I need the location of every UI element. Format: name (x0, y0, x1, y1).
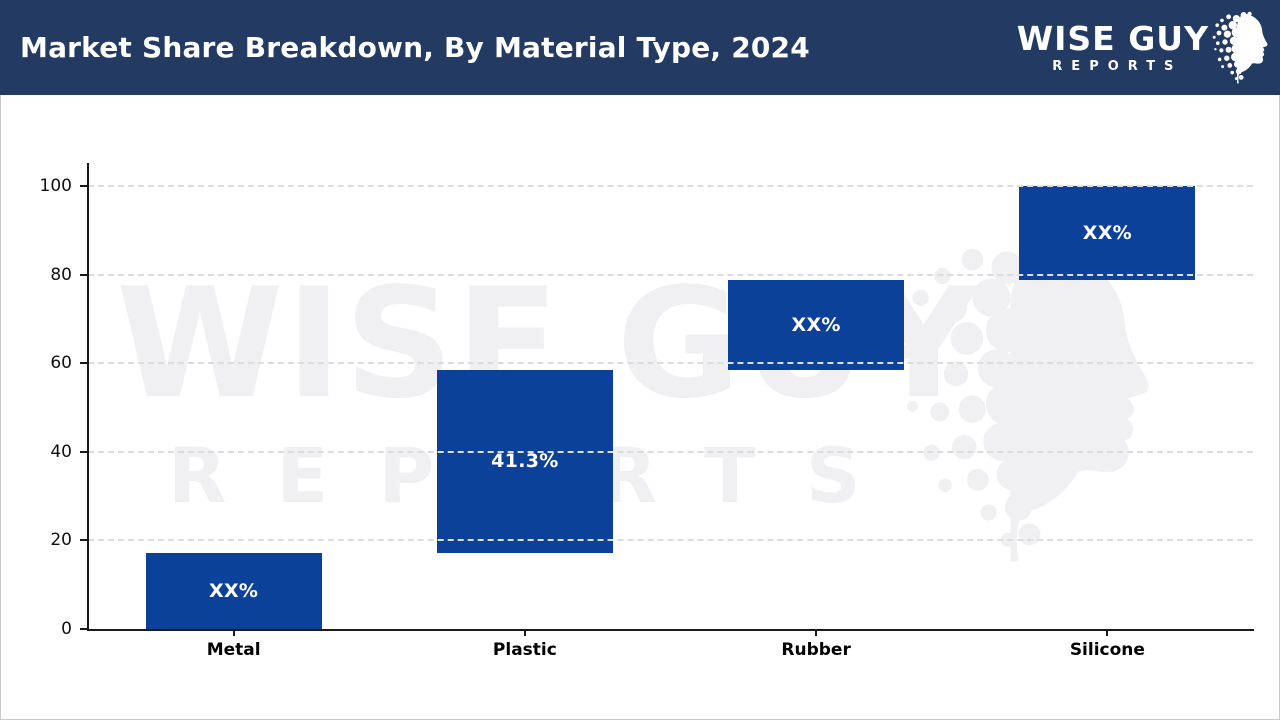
y-axis-tick-label: 0 (61, 619, 72, 639)
wiseguy-logo-text: WISE GUY REPORTS (1017, 22, 1209, 73)
gridline-80 (88, 273, 1253, 276)
head-watermark-icon (900, 236, 1149, 562)
wiseguy-head-logo-icon (1212, 11, 1268, 83)
x-axis-tick (523, 629, 526, 636)
y-axis-tick-label: 60 (50, 353, 72, 374)
x-axis-category-label: Metal (206, 640, 261, 660)
bar-plastic: 41.3% (436, 369, 613, 553)
x-axis-category-label: Silicone (1069, 640, 1145, 660)
y-axis-tick (80, 273, 88, 276)
x-axis-category-label: Plastic (492, 640, 557, 660)
y-axis-tick-label: 40 (50, 441, 72, 462)
y-axis-tick (80, 628, 88, 630)
x-axis-tick (1106, 629, 1109, 636)
x-axis-tick (815, 629, 818, 636)
chart-title: Market Share Breakdown, By Material Type… (20, 31, 810, 64)
bar-metal: XX% (145, 552, 322, 629)
y-axis-tick-label: 80 (50, 264, 72, 285)
logo-tagline: REPORTS (1052, 59, 1183, 74)
gridline-40 (88, 450, 1253, 453)
header-bar: Market Share Breakdown, By Material Type… (0, 0, 1280, 95)
x-axis-tick (232, 629, 235, 636)
bar-value-label: XX% (791, 313, 841, 336)
x-axis-category-label: Rubber (781, 640, 851, 660)
bar-silicone: XX% (1019, 186, 1196, 280)
bar-value-label: XX% (209, 579, 259, 602)
wiseguy-logo: WISE GUY REPORTS (1017, 0, 1270, 95)
x-axis-line (87, 629, 1254, 631)
gridline-60 (88, 362, 1253, 365)
gridline-100 (88, 185, 1253, 187)
bar-value-label: XX% (1082, 221, 1132, 244)
y-axis-tick (80, 362, 88, 365)
y-axis-tick-label: 100 (39, 176, 72, 196)
y-axis-tick (80, 185, 88, 187)
y-axis-tick (80, 450, 88, 453)
gridline-20 (88, 539, 1253, 542)
y-axis-tick-label: 20 (50, 530, 72, 551)
bar-rubber: XX% (728, 279, 905, 370)
y-axis-line (87, 163, 89, 631)
y-axis-tick (80, 539, 88, 542)
logo-brand-name: WISE GUY (1016, 19, 1209, 58)
bar-value-label: 41.3% (491, 450, 559, 473)
